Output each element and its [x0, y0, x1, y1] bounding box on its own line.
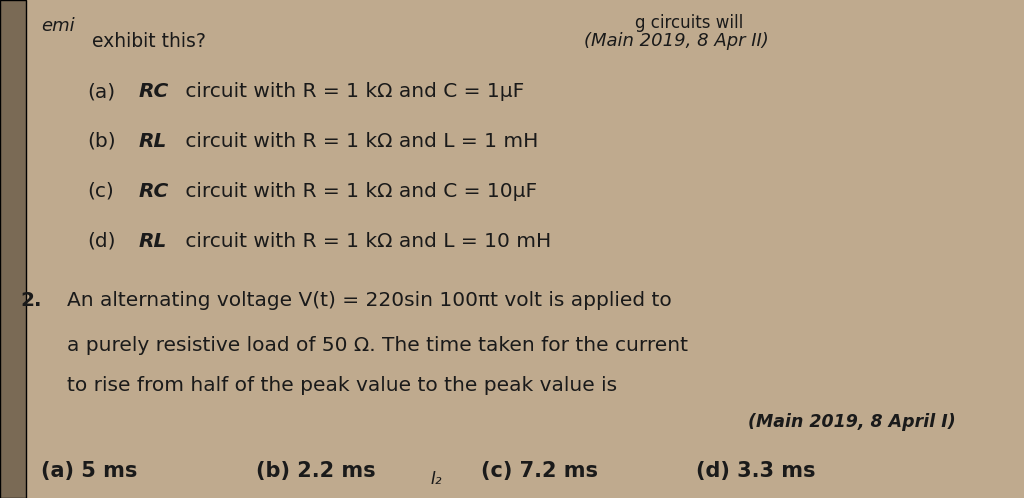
Text: RC: RC	[138, 182, 169, 201]
Text: a purely resistive load of 50 Ω. The time taken for the current: a purely resistive load of 50 Ω. The tim…	[67, 336, 687, 355]
Text: (d): (d)	[87, 232, 116, 250]
Text: emi: emi	[41, 17, 75, 35]
Text: (b): (b)	[87, 132, 116, 151]
Text: (Main 2019, 8 April I): (Main 2019, 8 April I)	[748, 413, 955, 431]
FancyBboxPatch shape	[0, 0, 26, 498]
Text: exhibit this?: exhibit this?	[92, 32, 206, 51]
Text: circuit with R = 1 kΩ and L = 1 mH: circuit with R = 1 kΩ and L = 1 mH	[179, 132, 539, 151]
Text: RL: RL	[138, 132, 167, 151]
Text: circuit with R = 1 kΩ and L = 10 mH: circuit with R = 1 kΩ and L = 10 mH	[179, 232, 552, 250]
Text: An alternating voltage V(t) = 220sin 100πt volt is applied to: An alternating voltage V(t) = 220sin 100…	[67, 291, 672, 310]
Text: RC: RC	[138, 82, 169, 101]
Text: (c): (c)	[87, 182, 114, 201]
Text: (d) 3.3 ms: (d) 3.3 ms	[696, 461, 816, 481]
Text: circuit with R = 1 kΩ and C = 10μF: circuit with R = 1 kΩ and C = 10μF	[179, 182, 538, 201]
Text: (b) 2.2 ms: (b) 2.2 ms	[256, 461, 376, 481]
Text: to rise from half of the peak value to the peak value is: to rise from half of the peak value to t…	[67, 376, 616, 395]
Text: g circuits will: g circuits will	[635, 14, 743, 32]
Text: RL: RL	[138, 232, 167, 250]
Text: I₂: I₂	[430, 470, 441, 488]
Text: (Main 2019, 8 Apr II): (Main 2019, 8 Apr II)	[584, 32, 768, 50]
Text: 2.: 2.	[20, 291, 42, 310]
Text: (a) 5 ms: (a) 5 ms	[41, 461, 137, 481]
Text: circuit with R = 1 kΩ and C = 1μF: circuit with R = 1 kΩ and C = 1μF	[179, 82, 524, 101]
Text: (c) 7.2 ms: (c) 7.2 ms	[481, 461, 598, 481]
Text: (a): (a)	[87, 82, 115, 101]
